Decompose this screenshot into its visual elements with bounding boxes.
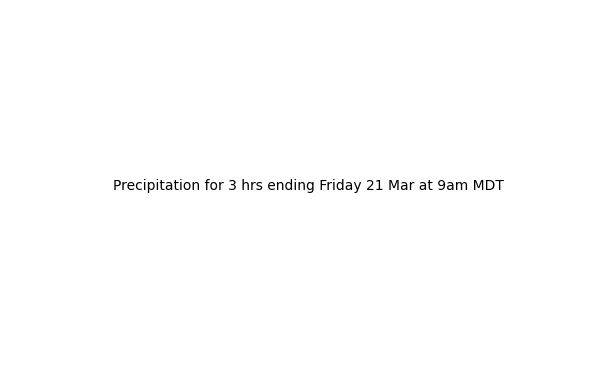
Text: Precipitation for 3 hrs ending Friday 21 Mar at 9am MDT: Precipitation for 3 hrs ending Friday 21… xyxy=(112,179,504,193)
